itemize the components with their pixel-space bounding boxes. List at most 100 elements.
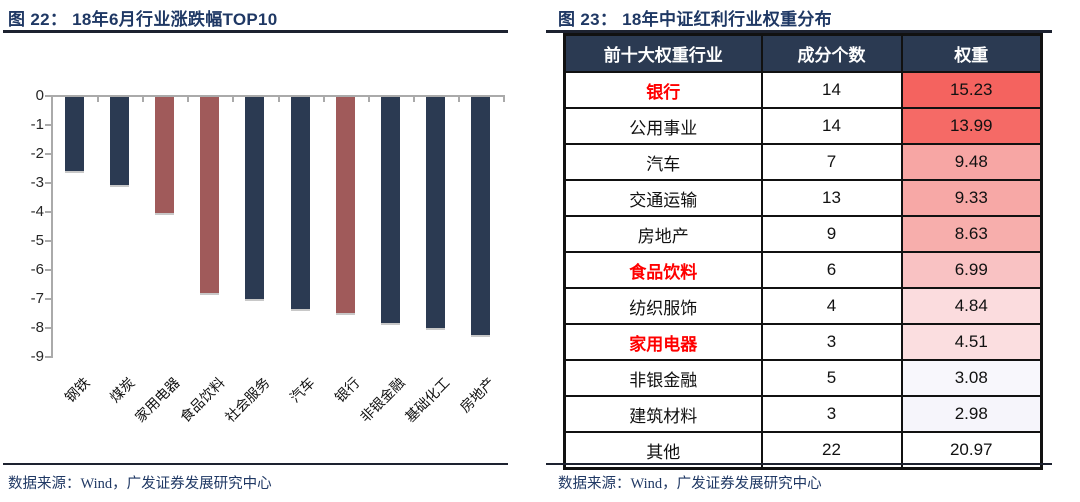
x-tick-mark xyxy=(412,97,415,102)
table-row: 房地产 9 8.63 xyxy=(563,215,1043,253)
count-cell: 3 xyxy=(760,395,903,433)
figure-23-title-rule xyxy=(546,30,1052,33)
bar-chart: 0 -1 -2 -3 -4 -5 -6 -7 -8 -9 钢铁 煤炭 家用电器 食品饮料 社会服务 汽车 银行非… xyxy=(0,0,540,460)
bar-基础化工 xyxy=(425,97,445,330)
table-row: 家用电器 3 4.51 xyxy=(563,323,1043,361)
bar-非银金融 xyxy=(380,97,400,325)
x-tick-mark xyxy=(142,97,145,102)
industry-cell: 银行 xyxy=(563,71,763,109)
figure-23-source-rule xyxy=(546,463,1052,465)
x-tick-mark xyxy=(503,97,505,102)
y-tick-label: -9 xyxy=(30,348,44,365)
industry-cell: 家用电器 xyxy=(563,323,763,361)
bar-食品饮料 xyxy=(200,97,220,295)
figure-23-source: 数据来源：Wind，广发证券发展研究中心 xyxy=(558,476,822,492)
x-tick-mark xyxy=(97,97,100,102)
y-tick-label: -2 xyxy=(30,145,44,162)
table-row: 非银金融 5 3.08 xyxy=(563,359,1043,397)
count-cell: 4 xyxy=(760,287,903,325)
count-cell: 3 xyxy=(760,323,903,361)
column-header: 成分个数 xyxy=(760,33,903,73)
y-tick-mark xyxy=(45,240,51,242)
bar-汽车 xyxy=(290,97,310,311)
y-tick-mark xyxy=(45,269,51,271)
figure-22-title: 图 22： 18年6月行业涨跌幅TOP10 xyxy=(8,10,278,29)
y-axis-line xyxy=(51,95,53,358)
table-row: 食品饮料 6 6.99 xyxy=(563,251,1043,289)
y-tick-label: -8 xyxy=(30,319,44,336)
count-cell: 5 xyxy=(760,359,903,397)
y-tick-label: -1 xyxy=(30,116,44,133)
count-cell: 14 xyxy=(760,107,903,145)
industry-cell: 房地产 xyxy=(563,215,763,253)
x-tick-mark xyxy=(322,97,325,102)
figure-22-title-rule xyxy=(3,30,508,33)
y-tick-label: -5 xyxy=(30,232,44,249)
figure-23-title: 图 23： 18年中证红利行业权重分布 xyxy=(558,10,832,29)
header-row: 前十大权重行业 成分个数 权重 xyxy=(563,33,1043,73)
y-tick-mark xyxy=(45,182,51,184)
weight-cell: 9.33 xyxy=(900,179,1043,217)
figure-22-panel: 图 22： 18年6月行业涨跌幅TOP10 0 -1 -2 -3 -4 -5 -6 -7 -8 -… xyxy=(0,0,540,492)
y-tick-label: 0 xyxy=(35,87,44,104)
y-tick-mark xyxy=(45,95,51,97)
weight-cell: 4.84 xyxy=(900,287,1043,325)
y-tick-mark xyxy=(45,356,51,358)
y-tick-label: -3 xyxy=(30,174,44,191)
industry-cell: 非银金融 xyxy=(563,359,763,397)
count-cell: 13 xyxy=(760,179,903,217)
weight-cell: 9.48 xyxy=(900,143,1043,181)
x-tick-mark xyxy=(457,97,460,102)
weight-cell: 6.99 xyxy=(900,251,1043,289)
x-category-label: 房地产 xyxy=(457,374,499,416)
x-tick-mark xyxy=(367,97,370,102)
column-header: 前十大权重行业 xyxy=(563,33,763,73)
bar-家用电器 xyxy=(155,97,175,215)
weight-table-head: 前十大权重行业 成分个数 权重 xyxy=(563,33,1043,73)
y-tick-mark xyxy=(45,124,51,126)
industry-cell: 建筑材料 xyxy=(563,395,763,433)
y-tick-mark xyxy=(45,153,51,155)
bar-煤炭 xyxy=(110,97,130,187)
table-row: 汽车 7 9.48 xyxy=(563,143,1043,181)
bar-房地产 xyxy=(470,97,490,337)
figure-22-source-rule xyxy=(3,463,508,465)
industry-cell: 交通运输 xyxy=(563,179,763,217)
weight-cell: 2.98 xyxy=(900,395,1043,433)
bar-银行 xyxy=(335,97,355,315)
x-tick-mark xyxy=(277,97,280,102)
table-row: 银行 14 15.23 xyxy=(563,71,1043,109)
table-row: 建筑材料 3 2.98 xyxy=(563,395,1043,433)
table-row: 交通运输 13 9.33 xyxy=(563,179,1043,217)
zero-axis-line xyxy=(51,95,505,97)
count-cell: 7 xyxy=(760,143,903,181)
industry-cell: 纺织服饰 xyxy=(563,287,763,325)
y-tick-mark xyxy=(45,298,51,300)
weight-cell: 3.08 xyxy=(900,359,1043,397)
weight-table-body: 银行 14 15.23 公用事业 14 13.99 汽车 7 9.48 交通运输 13 9.33 房地产… xyxy=(563,71,1043,470)
weight-cell: 13.99 xyxy=(900,107,1043,145)
y-tick-mark xyxy=(45,327,51,329)
table-row: 纺织服饰 4 4.84 xyxy=(563,287,1043,325)
y-tick-label: -6 xyxy=(30,261,44,278)
count-cell: 6 xyxy=(760,251,903,289)
column-header: 权重 xyxy=(900,33,1043,73)
bar-钢铁 xyxy=(65,97,85,173)
weight-cell: 8.63 xyxy=(900,215,1043,253)
bar-社会服务 xyxy=(245,97,265,301)
count-cell: 9 xyxy=(760,215,903,253)
industry-cell: 公用事业 xyxy=(563,107,763,145)
y-tick-label: -4 xyxy=(30,203,44,220)
weight-cell: 4.51 xyxy=(900,323,1043,361)
figure-22-source: 数据来源：Wind，广发证券发展研究中心 xyxy=(8,476,272,492)
y-tick-label: -7 xyxy=(30,290,44,307)
table-row: 公用事业 14 13.99 xyxy=(563,107,1043,145)
weight-table: 前十大权重行业 成分个数 权重 银行 14 15.23 公用事业 14 13.99 汽车 7 9.4… xyxy=(563,33,1043,470)
x-tick-mark xyxy=(187,97,190,102)
weight-cell: 15.23 xyxy=(900,71,1043,109)
y-tick-mark xyxy=(45,211,51,213)
count-cell: 14 xyxy=(760,71,903,109)
figure-23-panel: 图 23： 18年中证红利行业权重分布 前十大权重行业 成分个数 权重 银行 14 15… xyxy=(540,0,1080,502)
industry-cell: 食品饮料 xyxy=(563,251,763,289)
industry-cell: 汽车 xyxy=(563,143,763,181)
